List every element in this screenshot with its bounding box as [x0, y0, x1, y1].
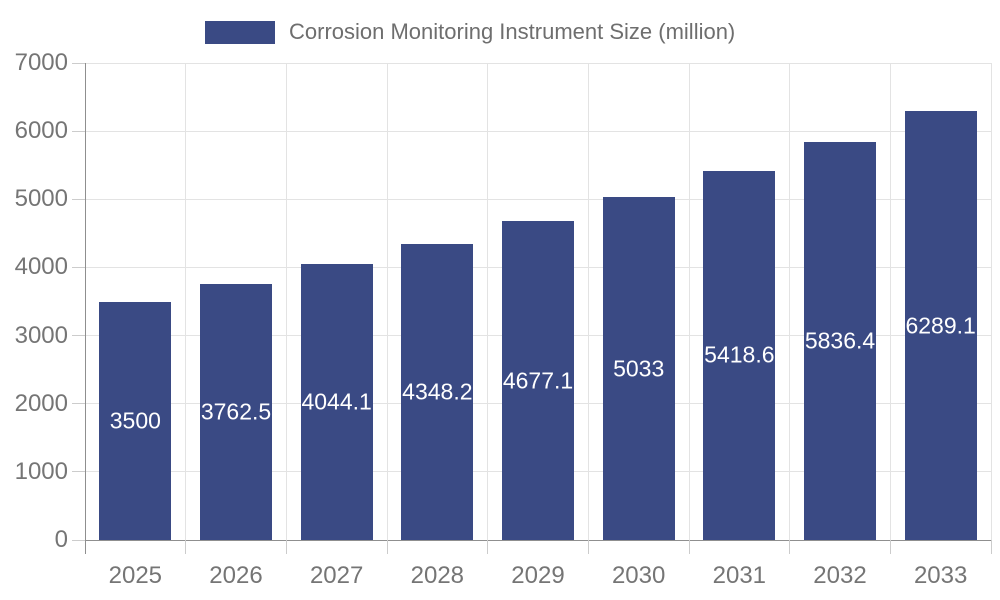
bar[interactable]	[703, 170, 776, 540]
x-axis-tick	[185, 540, 187, 554]
y-axis-tick	[72, 471, 85, 473]
y-axis-tick	[72, 403, 85, 405]
x-axis-line	[85, 539, 991, 541]
x-axis-tick	[386, 540, 388, 554]
x-gridline	[688, 63, 690, 540]
x-axis-tick	[688, 540, 690, 554]
x-axis-tick-label: 2033	[913, 562, 968, 589]
bar[interactable]	[904, 111, 977, 540]
x-gridline	[990, 63, 992, 540]
y-axis-tick-label: 6000	[14, 117, 68, 145]
bar-value-label: 4348.2	[402, 378, 473, 405]
x-axis-tick-label: 2029	[511, 562, 565, 589]
x-gridline	[185, 63, 187, 540]
bar[interactable]	[200, 283, 272, 540]
bar[interactable]	[401, 243, 474, 540]
x-axis-tick	[285, 540, 287, 554]
y-gridline	[85, 198, 991, 200]
y-axis-tick-label: 0	[54, 526, 68, 553]
legend-item[interactable]: Corrosion Monitoring Instrument Size (mi…	[205, 14, 735, 50]
x-gridline	[587, 63, 589, 540]
bar-value-label: 6289.1	[905, 312, 976, 339]
y-axis-tick	[72, 335, 85, 337]
y-axis-tick	[72, 198, 85, 200]
y-gridline	[85, 62, 991, 64]
y-axis-tick-label: 4000	[14, 253, 68, 281]
bar-value-label: 5836.4	[804, 327, 876, 354]
bar-value-label: 5418.6	[704, 341, 775, 368]
bar[interactable]	[99, 301, 172, 540]
y-axis-tick	[72, 266, 85, 268]
bar-value-label: 5033	[613, 355, 665, 382]
x-axis-tick-label: 2028	[410, 562, 465, 589]
x-axis-tick	[487, 540, 489, 554]
x-axis-tick-label: 2027	[309, 562, 364, 589]
x-axis-tick	[587, 540, 589, 554]
bar-value-label: 3762.5	[200, 398, 272, 425]
y-axis-tick-label: 5000	[14, 185, 68, 213]
x-gridline	[386, 63, 388, 540]
bar-value-label: 4677.1	[502, 367, 574, 394]
y-axis-tick-label: 1000	[14, 457, 68, 485]
y-axis-tick	[72, 130, 85, 132]
bar[interactable]	[300, 264, 373, 540]
y-axis-tick	[72, 62, 85, 64]
legend-label: Corrosion Monitoring Instrument Size (mi…	[289, 19, 736, 44]
bar[interactable]	[804, 142, 876, 540]
x-gridline	[889, 63, 891, 540]
x-axis-tick-label: 2030	[611, 562, 666, 589]
y-gridline	[85, 130, 991, 132]
x-axis-tick-label: 2025	[108, 562, 163, 589]
x-gridline	[789, 63, 791, 540]
y-axis-tick-label: 3000	[14, 321, 68, 349]
bar-value-label: 4044.1	[301, 388, 372, 415]
y-axis-tick-label: 2000	[14, 389, 68, 417]
y-axis-tick	[72, 539, 85, 541]
bar[interactable]	[502, 221, 574, 540]
bar[interactable]	[602, 197, 675, 540]
x-gridline	[285, 63, 287, 540]
x-axis-tick-label: 2026	[209, 562, 263, 589]
x-axis-tick	[789, 540, 791, 554]
x-axis-tick-label: 2031	[712, 562, 767, 589]
x-gridline	[487, 63, 489, 540]
legend-swatch-icon	[205, 20, 275, 44]
y-axis-line	[84, 63, 86, 554]
x-axis-tick	[889, 540, 891, 554]
x-axis-tick-label: 2032	[813, 562, 867, 589]
y-axis-tick-label: 7000	[14, 49, 68, 76]
bar-value-label: 3500	[109, 407, 161, 434]
x-axis-tick	[990, 540, 992, 554]
